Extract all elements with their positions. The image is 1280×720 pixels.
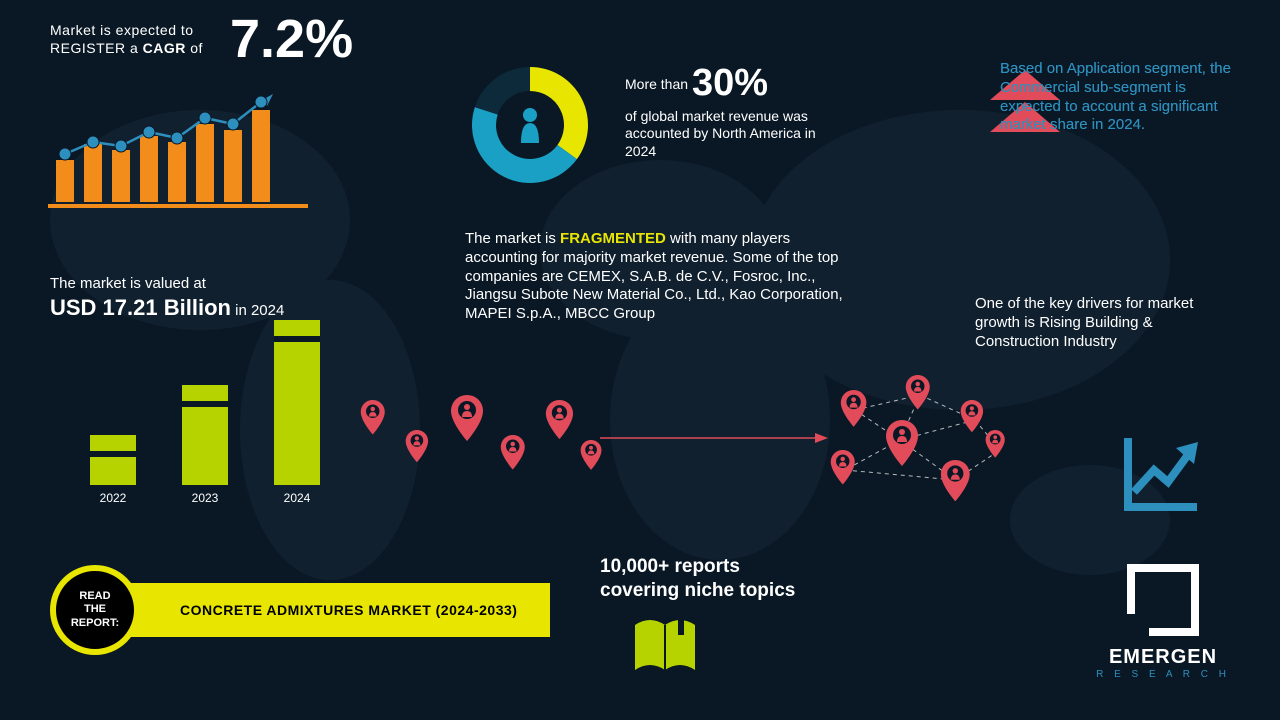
network-pin-icon	[830, 450, 856, 490]
network-pin-icon	[840, 390, 867, 432]
growth-arrow-icon	[1120, 430, 1205, 515]
network-pin-icon	[985, 430, 1005, 463]
emergen-logo: EMERGEN R E S E A R C H	[1096, 564, 1230, 680]
read-report-label: READTHEREPORT:	[71, 590, 119, 630]
logo-sub: R E S E A R C H	[1096, 669, 1230, 680]
reports-line2: covering niche topics	[600, 579, 795, 603]
network-pin-icon	[905, 375, 931, 415]
application-segment-text-2: Based on Application segment, the Commer…	[1000, 60, 1245, 135]
reports-block: 10,000+ reports covering niche topics	[600, 555, 795, 603]
logo-name: EMERGEN	[1096, 646, 1230, 669]
book-icon	[630, 615, 700, 680]
network-pin-icon	[960, 400, 984, 437]
network-pin-icon	[940, 460, 971, 506]
read-report-badge: READTHEREPORT:	[50, 565, 140, 655]
network-pin-icon	[885, 420, 919, 471]
report-title: CONCRETE ADMIXTURES MARKET (2024-2033)	[110, 583, 550, 637]
reports-line1: 10,000+ reports	[600, 555, 795, 579]
read-report-capsule[interactable]: CONCRETE ADMIXTURES MARKET (2024-2033) R…	[50, 575, 550, 645]
